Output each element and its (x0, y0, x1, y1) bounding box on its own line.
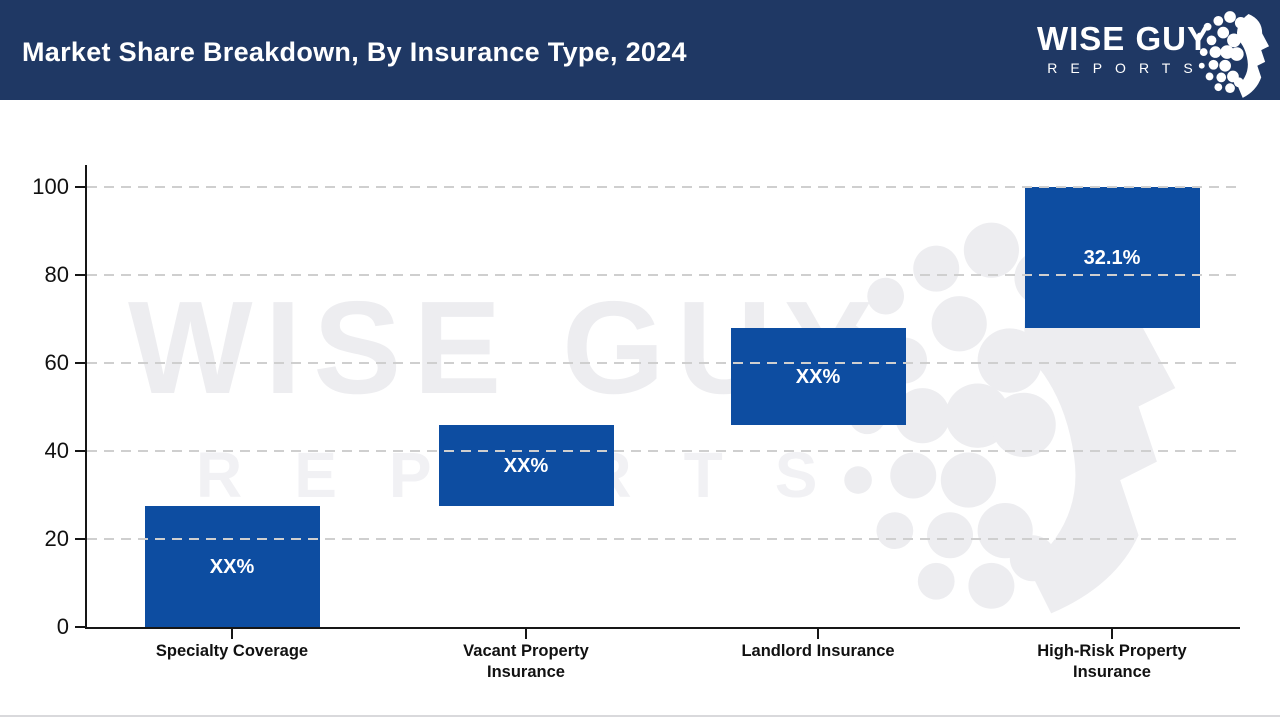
header: Market Share Breakdown, By Insurance Typ… (0, 0, 1280, 100)
bar-high-risk-property-insurance (1024, 187, 1200, 329)
gridline-80 (87, 274, 1240, 276)
bar-value-label-vacant-property-insurance: XX% (503, 454, 549, 477)
gridline-20 (87, 538, 1240, 540)
y-axis-tick-40 (75, 450, 85, 452)
brand-logo: WISE GUY REPORTS (1012, 6, 1272, 98)
brand-subname: REPORTS (1047, 59, 1206, 76)
bar-value-label-landlord-insurance: XX% (795, 365, 841, 388)
bar-value-label-specialty-coverage: XX% (209, 555, 255, 578)
y-axis-tick-label-100: 100 (32, 174, 69, 199)
bar-vacant-property-insurance (438, 425, 614, 506)
gridline-60 (87, 362, 1240, 364)
bar-value-label-high-risk-property-insurance: 32.1% (1083, 246, 1141, 269)
y-axis-tick-label-20: 20 (44, 526, 69, 551)
x-axis-tick-vacant-property-insurance (525, 629, 527, 639)
page-title: Market Share Breakdown, By Insurance Typ… (22, 37, 687, 67)
y-axis-tick-label-80: 80 (44, 262, 69, 287)
bottom-border (0, 715, 1280, 717)
brand-name: WISE GUY (1036, 20, 1210, 57)
x-axis-tick-high-risk-property-insurance (1111, 629, 1113, 639)
gridline-40 (87, 450, 1240, 452)
y-axis-tick-60 (75, 362, 85, 364)
y-axis-tick-label-40: 40 (44, 438, 69, 463)
y-axis-tick-80 (75, 274, 85, 276)
y-axis-tick-label-60: 60 (44, 350, 69, 375)
x-axis-tick-landlord-insurance (817, 629, 819, 639)
bar-specialty-coverage (144, 506, 320, 627)
y-axis-tick-20 (75, 538, 85, 540)
category-label-vacant-property-insurance: Vacant Property Insurance (463, 642, 589, 681)
y-axis-tick-0 (75, 626, 85, 628)
logo-head-icon (1196, 11, 1270, 98)
x-axis-tick-specialty-coverage (231, 629, 233, 639)
category-label-specialty-coverage: Specialty Coverage (155, 642, 309, 660)
y-axis-tick-100 (75, 186, 85, 188)
category-label-landlord-insurance: Landlord Insurance (741, 642, 895, 660)
brand-logo-text: WISE GUY REPORTS (1036, 20, 1210, 76)
bar-landlord-insurance (730, 328, 906, 426)
category-label-high-risk-property-insurance: High-Risk Property Insurance (1037, 642, 1187, 681)
y-axis-tick-label-0: 0 (56, 614, 69, 639)
plot-area: 0 20 40 60 80 100 XX% Specialty Coverage XX% Vaca… (32, 165, 1240, 681)
gridline-100 (87, 186, 1240, 188)
